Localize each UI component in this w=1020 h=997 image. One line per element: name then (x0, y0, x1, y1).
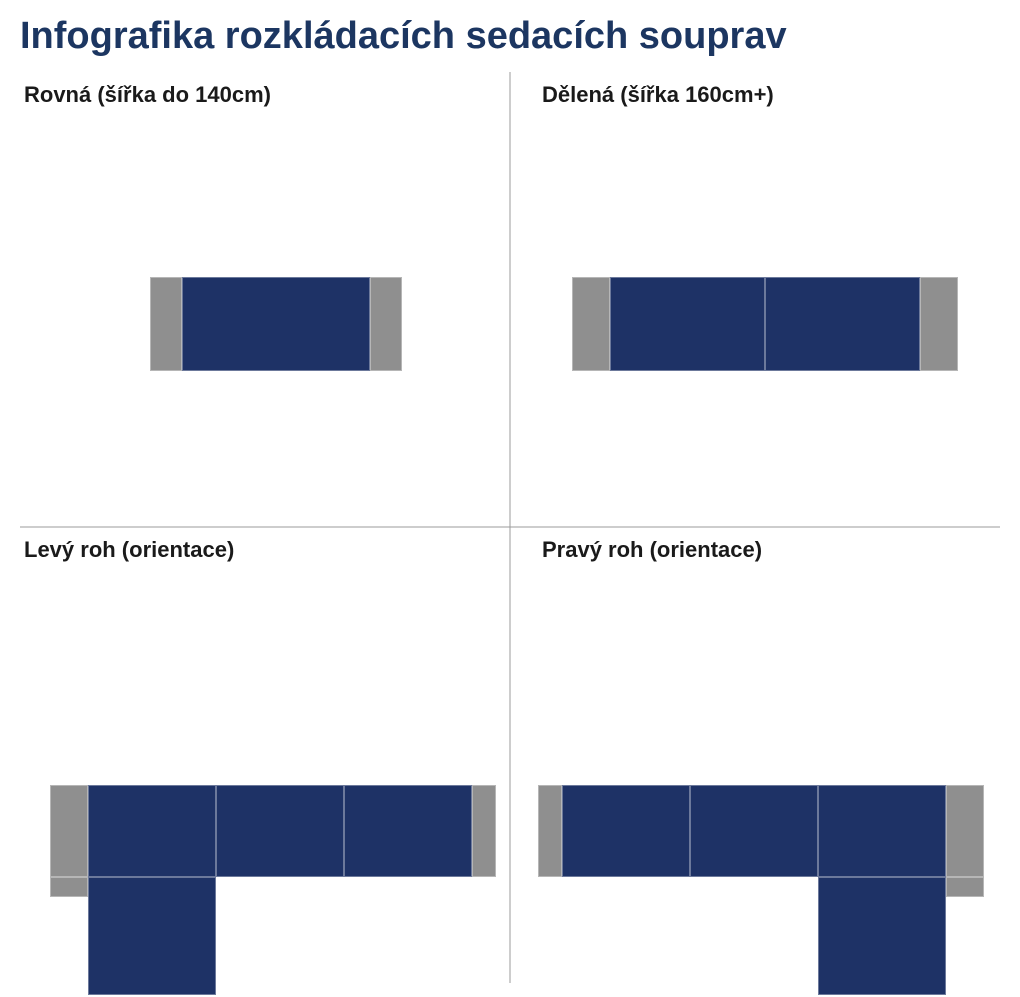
diagram-levy (20, 527, 510, 983)
sofa-cushion (88, 785, 216, 877)
sofa-cushion (818, 877, 946, 995)
sofa-cushion (765, 277, 920, 371)
layout-grid: Rovná (šířka do 140cm) Dělená (šířka 160… (20, 72, 1000, 983)
sofa-armrest (538, 785, 562, 877)
sofa-armrest (920, 277, 958, 371)
cell-delena: Dělená (šířka 160cm+) (510, 72, 1000, 528)
cell-pravy-roh: Pravý roh (orientace) (510, 527, 1000, 983)
sofa-cushion (818, 785, 946, 877)
diagram-pravy (510, 527, 1000, 983)
cell-rovna: Rovná (šířka do 140cm) (20, 72, 510, 528)
sofa-cushion (690, 785, 818, 877)
sofa-cushion (344, 785, 472, 877)
sofa-cushion (182, 277, 370, 371)
diagram-rovna (20, 72, 510, 528)
page-title: Infografika rozkládacích sedacích soupra… (20, 16, 1000, 58)
sofa-cushion (562, 785, 690, 877)
sofa-armrest (946, 877, 984, 897)
infographic-page: Infografika rozkládacích sedacích soupra… (0, 0, 1020, 997)
sofa-armrest (472, 785, 496, 877)
sofa-armrest (50, 877, 88, 897)
diagram-delena (510, 72, 1000, 528)
sofa-armrest (150, 277, 182, 371)
sofa-cushion (216, 785, 344, 877)
sofa-armrest (50, 785, 88, 877)
sofa-armrest (572, 277, 610, 371)
sofa-cushion (88, 877, 216, 995)
cell-levy-roh: Levý roh (orientace) (20, 527, 510, 983)
sofa-armrest (946, 785, 984, 877)
sofa-cushion (610, 277, 765, 371)
sofa-armrest (370, 277, 402, 371)
